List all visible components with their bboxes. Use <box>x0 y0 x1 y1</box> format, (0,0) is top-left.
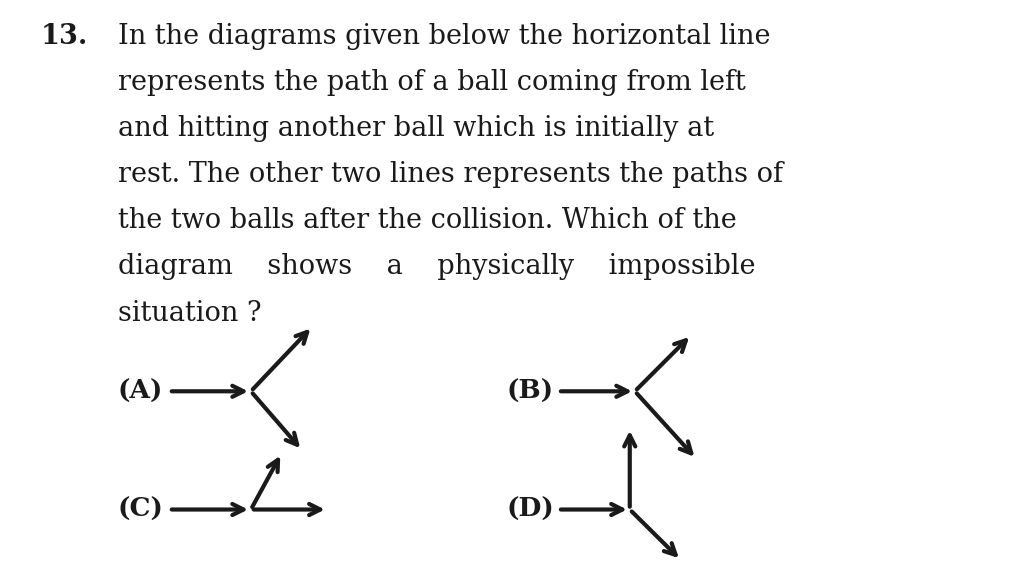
Text: the two balls after the collision. Which of the: the two balls after the collision. Which… <box>118 207 736 234</box>
Text: rest. The other two lines represents the paths of: rest. The other two lines represents the… <box>118 161 782 188</box>
Text: (D): (D) <box>507 497 555 522</box>
Text: represents the path of a ball coming from left: represents the path of a ball coming fro… <box>118 69 745 96</box>
Text: 13.: 13. <box>41 23 88 50</box>
Text: situation ?: situation ? <box>118 300 261 327</box>
Text: diagram    shows    a    physically    impossible: diagram shows a physically impossible <box>118 253 756 280</box>
Text: In the diagrams given below the horizontal line: In the diagrams given below the horizont… <box>118 23 770 50</box>
Text: (A): (A) <box>118 379 163 404</box>
Text: (B): (B) <box>507 379 554 404</box>
Text: (C): (C) <box>118 497 164 522</box>
Text: and hitting another ball which is initially at: and hitting another ball which is initia… <box>118 115 714 142</box>
